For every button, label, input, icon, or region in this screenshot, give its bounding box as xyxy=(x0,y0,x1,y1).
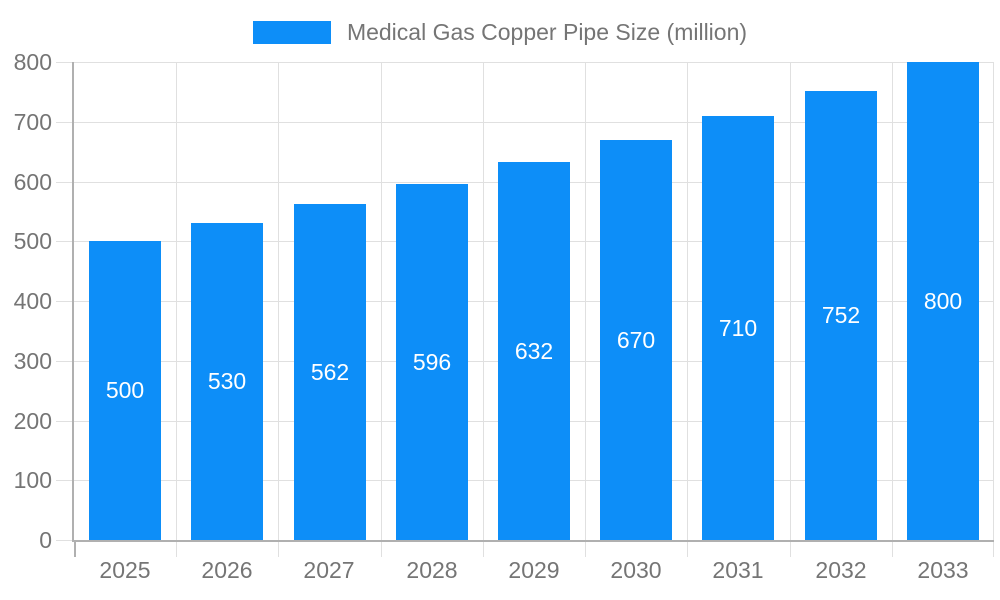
y-axis-tick xyxy=(56,421,73,422)
y-axis-tick-label: 0 xyxy=(39,527,52,553)
bar-value-label: 800 xyxy=(923,287,963,314)
x-axis-tick xyxy=(993,540,994,557)
x-gridline xyxy=(687,62,688,540)
y-axis-tick-label: 100 xyxy=(13,467,52,493)
x-axis-line xyxy=(72,540,994,542)
legend-swatch xyxy=(252,21,331,44)
x-axis-tick-label: 2033 xyxy=(917,557,969,583)
x-axis-tick xyxy=(585,540,586,557)
x-gridline xyxy=(892,62,893,540)
legend-label: Medical Gas Copper Pipe Size (million) xyxy=(346,19,748,45)
bar-value-label: 500 xyxy=(105,377,145,403)
legend[interactable]: Medical Gas Copper Pipe Size (million) xyxy=(0,19,1000,46)
bar-2029[interactable]: 632 xyxy=(498,162,570,540)
x-gridline xyxy=(585,62,586,540)
x-axis-tick xyxy=(790,540,791,557)
y-axis-tick xyxy=(56,361,73,362)
y-axis-line xyxy=(72,62,74,540)
y-axis-tick xyxy=(56,182,73,183)
y-axis-tick-label: 200 xyxy=(13,408,52,434)
bar-2028[interactable]: 596 xyxy=(396,184,468,540)
y-axis-tick xyxy=(56,540,73,541)
bar-value-label: 632 xyxy=(514,337,554,364)
bar-value-label: 530 xyxy=(207,368,247,394)
bar-2026[interactable]: 530 xyxy=(191,223,263,540)
x-axis-tick-label: 2031 xyxy=(712,557,764,583)
y-axis-tick-label: 500 xyxy=(13,228,52,254)
x-gridline xyxy=(176,62,177,540)
x-axis-tick-label: 2030 xyxy=(610,557,662,583)
x-gridline xyxy=(790,62,791,540)
x-axis-tick-label: 2026 xyxy=(201,557,253,583)
bar-2030[interactable]: 670 xyxy=(600,140,672,540)
x-axis-tick xyxy=(892,540,893,557)
x-axis-tick-label: 2028 xyxy=(406,557,458,583)
x-axis-tick-label: 2027 xyxy=(303,557,355,583)
bar-2033[interactable]: 800 xyxy=(907,62,979,540)
bar-value-label: 710 xyxy=(718,314,758,341)
x-axis-tick xyxy=(176,540,177,557)
bar-2032[interactable]: 752 xyxy=(805,91,877,540)
y-gridline xyxy=(74,122,994,123)
y-axis-tick xyxy=(56,122,73,123)
bar-2025[interactable]: 500 xyxy=(89,241,161,540)
x-gridline xyxy=(483,62,484,540)
x-gridline xyxy=(381,62,382,540)
x-axis-tick xyxy=(687,540,688,557)
y-axis-tick xyxy=(56,62,73,63)
x-axis-tick-label: 2032 xyxy=(815,557,867,583)
y-axis-tick-label: 800 xyxy=(13,49,52,75)
x-gridline xyxy=(278,62,279,540)
bar-value-label: 752 xyxy=(821,302,861,328)
y-axis-tick-label: 600 xyxy=(13,169,52,195)
x-axis-tick-label: 2025 xyxy=(99,557,151,583)
x-axis-tick-label: 2029 xyxy=(508,557,560,583)
bar-value-label: 562 xyxy=(310,358,350,385)
bar-2031[interactable]: 710 xyxy=(702,116,774,540)
bar-value-label: 596 xyxy=(412,348,452,375)
x-axis-tick xyxy=(278,540,279,557)
y-axis-tick xyxy=(56,480,73,481)
y-axis-tick-label: 400 xyxy=(13,288,52,314)
x-axis-tick xyxy=(74,540,76,557)
bar-2027[interactable]: 562 xyxy=(294,204,366,540)
x-axis-tick xyxy=(381,540,382,557)
y-axis-tick xyxy=(56,241,73,242)
y-axis-tick-label: 700 xyxy=(13,109,52,135)
y-axis-tick xyxy=(56,301,73,302)
x-gridline xyxy=(993,62,994,540)
y-gridline xyxy=(74,62,994,63)
x-axis-tick xyxy=(483,540,484,557)
y-axis-tick-label: 300 xyxy=(13,348,52,374)
bar-value-label: 670 xyxy=(616,326,656,353)
